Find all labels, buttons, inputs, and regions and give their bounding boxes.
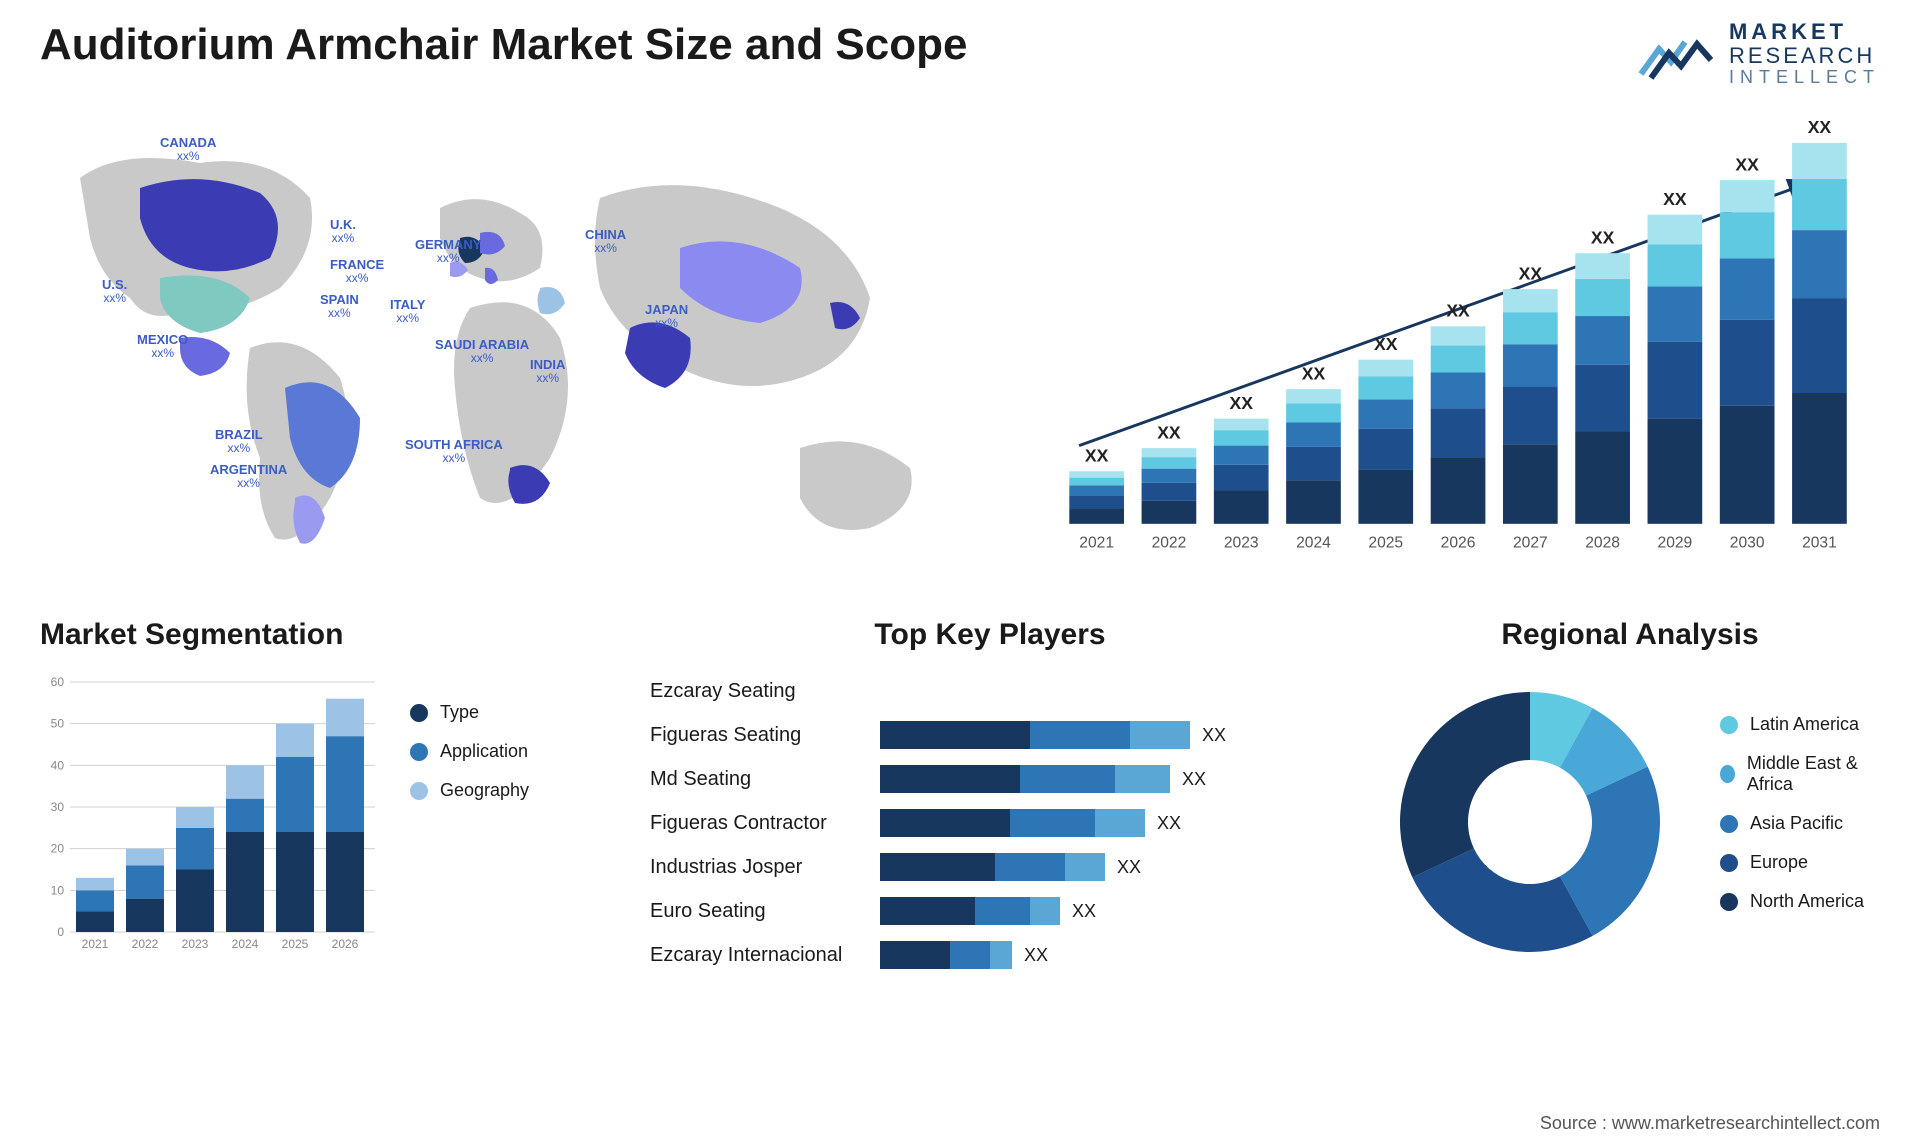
segmentation-legend: Type Application Geography (410, 672, 600, 962)
logo: MARKET RESEARCH INTELLECT (1637, 20, 1880, 88)
svg-text:2022: 2022 (1152, 534, 1187, 551)
svg-text:2021: 2021 (82, 937, 109, 951)
legend-item: Asia Pacific (1720, 813, 1880, 834)
svg-text:20: 20 (51, 842, 65, 856)
player-row: Euro SeatingXX (650, 892, 1330, 930)
svg-text:2023: 2023 (182, 937, 209, 951)
svg-text:30: 30 (51, 800, 65, 814)
svg-text:2026: 2026 (332, 937, 359, 951)
svg-text:XX: XX (1808, 118, 1832, 137)
legend-item: Geography (410, 780, 600, 801)
country-label: ITALYxx% (390, 298, 425, 325)
logo-line1: MARKET (1729, 20, 1880, 44)
source-text: Source : www.marketresearchintellect.com (1540, 1113, 1880, 1134)
svg-text:2025: 2025 (1368, 534, 1403, 551)
svg-text:XX: XX (1591, 228, 1615, 248)
country-label: JAPANxx% (645, 303, 688, 330)
segmentation-panel: Market Segmentation 0 10 20 30 40 50 60 2021 202… (40, 618, 600, 998)
player-row: Ezcaray Seating (650, 672, 1330, 710)
country-label: SPAINxx% (320, 293, 359, 320)
svg-text:2026: 2026 (1441, 534, 1476, 551)
svg-text:2027: 2027 (1513, 534, 1548, 551)
player-row: Industrias JosperXX (650, 848, 1330, 886)
svg-text:50: 50 (51, 717, 65, 731)
country-label: U.K.xx% (330, 218, 356, 245)
regional-donut (1380, 672, 1680, 972)
country-label: BRAZILxx% (215, 428, 263, 455)
player-row: Figueras SeatingXX (650, 716, 1330, 754)
svg-text:40: 40 (51, 759, 65, 773)
svg-text:XX: XX (1735, 154, 1759, 174)
player-row: Md SeatingXX (650, 760, 1330, 798)
logo-line3: INTELLECT (1729, 68, 1880, 88)
svg-text:XX: XX (1446, 301, 1470, 321)
country-label: GERMANYxx% (415, 238, 481, 265)
segmentation-chart: 0 10 20 30 40 50 60 2021 2022 2023 2024 2025 2026 (40, 672, 380, 962)
world-map-panel: CANADAxx% U.S.xx% MEXICOxx% BRAZILxx% ARGENT… (40, 118, 1000, 578)
logo-line2: RESEARCH (1729, 44, 1880, 68)
players-list: Ezcaray Seating Figueras SeatingXX Md Seat… (650, 672, 1330, 974)
svg-text:2025: 2025 (282, 937, 309, 951)
player-row: Ezcaray InternacionalXX (650, 936, 1330, 974)
growth-chart-panel: XX 2021 XX 2022 XX 2023 XX 2024 XX 2025 XX 2026 XX 20… (1040, 118, 1880, 578)
country-label: MEXICOxx% (137, 333, 188, 360)
svg-text:XX: XX (1663, 189, 1687, 209)
legend-item: Europe (1720, 852, 1880, 873)
svg-text:XX: XX (1157, 423, 1181, 443)
svg-text:2030: 2030 (1730, 534, 1765, 551)
legend-item: Middle East & Africa (1720, 753, 1880, 795)
header: Auditorium Armchair Market Size and Scop… (40, 20, 1880, 88)
page-title: Auditorium Armchair Market Size and Scop… (40, 20, 967, 70)
growth-chart: XX 2021 XX 2022 XX 2023 XX 2024 XX 2025 XX 2026 XX 20… (1040, 118, 1880, 578)
country-label: CHINAxx% (585, 228, 626, 255)
svg-text:2023: 2023 (1224, 534, 1259, 551)
regional-title: Regional Analysis (1380, 618, 1880, 652)
svg-text:XX: XX (1229, 393, 1253, 413)
country-label: SOUTH AFRICAxx% (405, 438, 503, 465)
country-label: SAUDI ARABIAxx% (435, 338, 529, 365)
legend-item: Type (410, 702, 600, 723)
svg-text:2024: 2024 (1296, 534, 1331, 551)
logo-icon (1637, 24, 1717, 84)
player-row: Figueras ContractorXX (650, 804, 1330, 842)
svg-text:0: 0 (57, 925, 64, 939)
svg-text:XX: XX (1374, 334, 1398, 354)
legend-item: Latin America (1720, 714, 1880, 735)
svg-text:XX: XX (1302, 364, 1326, 384)
svg-text:2022: 2022 (132, 937, 159, 951)
segmentation-title: Market Segmentation (40, 618, 600, 652)
players-panel: Top Key Players Ezcaray Seating Figueras … (650, 618, 1330, 998)
legend-item: Application (410, 741, 600, 762)
svg-text:2021: 2021 (1079, 534, 1114, 551)
country-label: FRANCExx% (330, 258, 384, 285)
country-label: ARGENTINAxx% (210, 463, 287, 490)
logo-text: MARKET RESEARCH INTELLECT (1729, 20, 1880, 88)
country-label: INDIAxx% (530, 358, 565, 385)
regional-panel: Regional Analysis Latin America Middle Ea… (1380, 618, 1880, 998)
svg-text:XX: XX (1085, 446, 1109, 466)
regional-legend: Latin America Middle East & Africa Asia Pa… (1720, 714, 1880, 930)
svg-text:2028: 2028 (1585, 534, 1620, 551)
svg-text:2029: 2029 (1658, 534, 1693, 551)
country-label: CANADAxx% (160, 136, 216, 163)
svg-text:2031: 2031 (1802, 534, 1837, 551)
svg-text:60: 60 (51, 675, 65, 689)
svg-text:10: 10 (51, 884, 65, 898)
svg-text:XX: XX (1519, 264, 1543, 284)
players-title: Top Key Players (650, 618, 1330, 652)
svg-text:2024: 2024 (232, 937, 259, 951)
legend-item: North America (1720, 891, 1880, 912)
country-label: U.S.xx% (102, 278, 127, 305)
